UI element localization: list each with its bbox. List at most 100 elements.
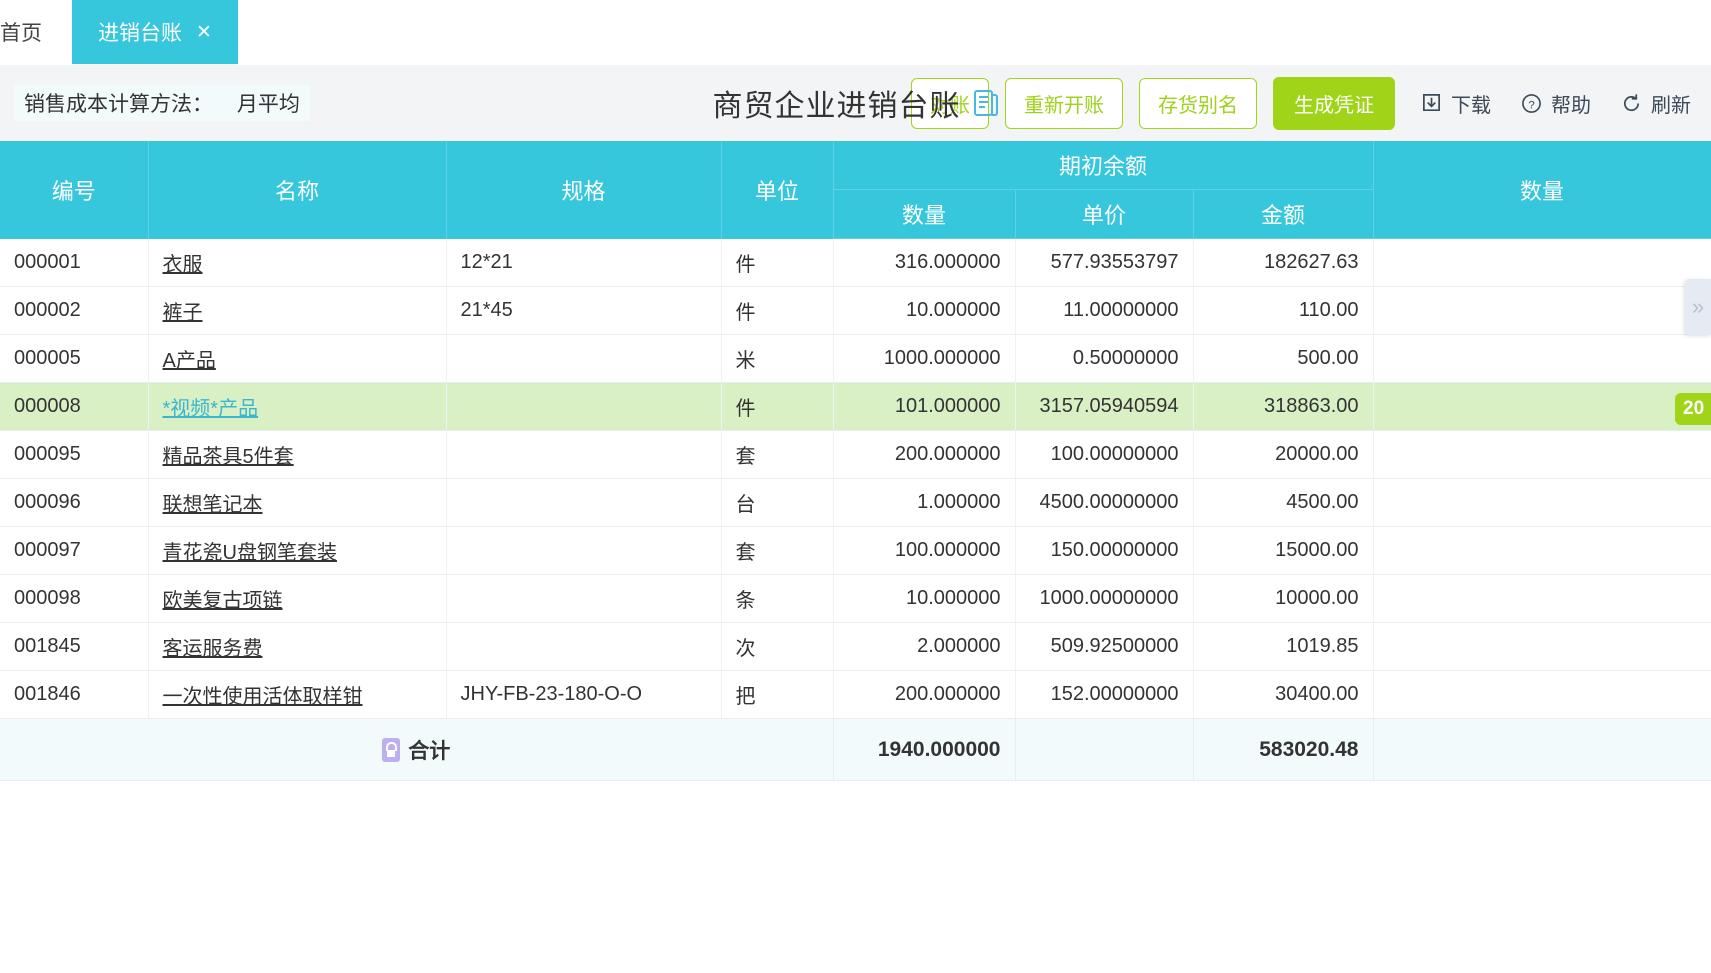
- tab-ledger-label: 进销台账: [98, 22, 182, 45]
- download-button[interactable]: 下载: [1421, 89, 1491, 118]
- total-qty: 1940.000000: [833, 718, 1016, 781]
- cell-price: 152.00000000: [1015, 670, 1194, 719]
- cell-qty: 1.000000: [833, 478, 1016, 527]
- cell-spec: [446, 622, 722, 671]
- total-amount: 583020.48: [1193, 718, 1374, 781]
- cell-name: 衣服: [148, 238, 447, 287]
- col-header-spec[interactable]: 规格: [446, 141, 722, 239]
- table-row[interactable]: 000001 衣服 12*21 件 316.000000 577.93553797 1826…: [0, 238, 1711, 287]
- cell-spec: 12*21: [446, 238, 722, 287]
- col-header-unit[interactable]: 单位: [721, 141, 834, 239]
- cell-amount: 318863.00: [1193, 382, 1374, 431]
- cell-price: 1000.00000000: [1015, 574, 1194, 623]
- cell-code: 000005: [0, 334, 149, 383]
- table-row[interactable]: 000002 裤子 21*45 件 10.000000 11.00000000 110.00: [0, 286, 1711, 335]
- cell-qty: 101.000000: [833, 382, 1016, 431]
- cell-unit: 套: [721, 430, 834, 479]
- cell-price: 509.92500000: [1015, 622, 1194, 671]
- cell-code: 000098: [0, 574, 149, 623]
- cell-qty: 200.000000: [833, 430, 1016, 479]
- col-header-name[interactable]: 名称: [148, 141, 447, 239]
- close-icon[interactable]: ✕: [196, 21, 212, 43]
- reconcile-button[interactable]: 对账: [911, 77, 989, 129]
- reopen-account-button[interactable]: 重新开账: [1005, 77, 1123, 129]
- cell-unit: 套: [721, 526, 834, 575]
- help-button[interactable]: ? 帮助: [1521, 89, 1591, 118]
- side-panel-toggle[interactable]: »: [1685, 279, 1711, 335]
- product-name-link[interactable]: A产品: [162, 350, 216, 372]
- cell-qty2: [1373, 334, 1711, 383]
- cell-spec: JHY-FB-23-180-O-O: [446, 670, 722, 719]
- inventory-alias-button[interactable]: 存货别名: [1139, 77, 1257, 129]
- product-name-link[interactable]: 青花瓷U盘钢笔套装: [162, 542, 337, 564]
- product-name-link[interactable]: *视频*产品: [162, 398, 259, 420]
- cell-spec: [446, 382, 722, 431]
- cost-method-label: 销售成本计算方法：: [24, 93, 213, 116]
- refresh-button[interactable]: 刷新: [1621, 89, 1691, 118]
- cell-spec: [446, 478, 722, 527]
- total-label-cell: 合计: [0, 718, 834, 781]
- total-price: [1015, 718, 1194, 781]
- table-row[interactable]: 001846 一次性使用活体取样钳 JHY-FB-23-180-O-O 把 200.00…: [0, 670, 1711, 719]
- cell-code: 000002: [0, 286, 149, 335]
- col-header-amount[interactable]: 金额: [1193, 189, 1374, 239]
- cell-amount: 20000.00: [1193, 430, 1374, 479]
- product-name-link[interactable]: 客运服务费: [162, 638, 263, 660]
- cell-price: 11.00000000: [1015, 286, 1194, 335]
- table-body: 000001 衣服 12*21 件 316.000000 577.93553797 1826…: [0, 238, 1711, 719]
- cell-price: 0.50000000: [1015, 334, 1194, 383]
- page-title: 商贸企业进销台账: [713, 81, 999, 125]
- table-row[interactable]: 000005 A产品 米 1000.000000 0.50000000 500.00: [0, 334, 1711, 383]
- cell-code: 000008: [0, 382, 149, 431]
- col-header-price[interactable]: 单价: [1015, 189, 1194, 239]
- cell-price: 150.00000000: [1015, 526, 1194, 575]
- col-header-qty2[interactable]: 数量: [1373, 141, 1711, 239]
- cell-unit: 米: [721, 334, 834, 383]
- table-row[interactable]: 001845 客运服务费 次 2.000000 509.92500000 1019.85: [0, 622, 1711, 671]
- cell-unit: 条: [721, 574, 834, 623]
- product-name-link[interactable]: 裤子: [162, 302, 203, 324]
- product-name-link[interactable]: 欧美复古项链: [162, 590, 283, 612]
- refresh-icon: [1621, 93, 1642, 114]
- help-label: 帮助: [1551, 94, 1591, 117]
- ledger-table: 编号 名称 规格 单位 期初余额 数量 数量 单价 金额 000001 衣服 12*…: [0, 141, 1711, 781]
- col-header-qty[interactable]: 数量: [833, 189, 1016, 239]
- cell-unit: 件: [721, 238, 834, 287]
- tab-ledger[interactable]: 进销台账 ✕: [72, 0, 238, 64]
- table-row[interactable]: 000097 青花瓷U盘钢笔套装 套 100.000000 150.00000000 15…: [0, 526, 1711, 575]
- cell-qty: 316.000000: [833, 238, 1016, 287]
- product-name-link[interactable]: 一次性使用活体取样钳: [162, 686, 363, 708]
- table-row[interactable]: 000008 *视频*产品 件 101.000000 3157.05940594 3188…: [0, 382, 1711, 431]
- product-name-link[interactable]: 衣服: [162, 253, 203, 276]
- generate-voucher-button[interactable]: 生成凭证: [1273, 76, 1395, 130]
- product-name-link[interactable]: 联想笔记本: [162, 494, 263, 516]
- cell-amount: 182627.63: [1193, 238, 1374, 287]
- toolbar-actions: 对账 重新开账 存货别名 生成凭证 下载 ? 帮助: [911, 76, 1697, 130]
- cell-qty: 1000.000000: [833, 334, 1016, 383]
- cell-name: 一次性使用活体取样钳: [148, 670, 447, 719]
- cell-amount: 15000.00: [1193, 526, 1374, 575]
- cell-price: 100.00000000: [1015, 430, 1194, 479]
- cell-unit: 把: [721, 670, 834, 719]
- table-row[interactable]: 000098 欧美复古项链 条 10.000000 1000.00000000 10000…: [0, 574, 1711, 623]
- table-header: 编号 名称 规格 单位 期初余额 数量 数量 单价 金额: [0, 141, 1711, 239]
- cell-amount: 4500.00: [1193, 478, 1374, 527]
- table-row[interactable]: 000095 精品茶具5件套 套 200.000000 100.00000000 2000…: [0, 430, 1711, 479]
- cell-qty: 10.000000: [833, 574, 1016, 623]
- cell-spec: [446, 334, 722, 383]
- document-icon[interactable]: [973, 89, 999, 117]
- cell-name: A产品: [148, 334, 447, 383]
- cell-code: 001845: [0, 622, 149, 671]
- refresh-label: 刷新: [1651, 94, 1691, 117]
- svg-text:?: ?: [1528, 99, 1534, 111]
- total-label: 合计: [408, 739, 451, 763]
- cell-spec: [446, 526, 722, 575]
- cell-code: 000095: [0, 430, 149, 479]
- table-row[interactable]: 000096 联想笔记本 台 1.000000 4500.00000000 4500.00: [0, 478, 1711, 527]
- col-header-code[interactable]: 编号: [0, 141, 149, 239]
- product-name-link[interactable]: 精品茶具5件套: [162, 446, 294, 468]
- corner-badge[interactable]: 20: [1675, 393, 1711, 425]
- cell-qty2: [1373, 670, 1711, 719]
- tab-home[interactable]: 首页: [0, 0, 72, 64]
- cell-amount: 10000.00: [1193, 574, 1374, 623]
